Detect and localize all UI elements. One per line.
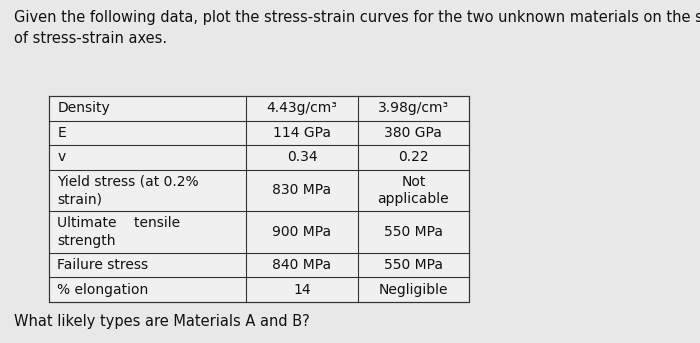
Text: Given the following data, plot the stress-strain curves for the two unknown mate: Given the following data, plot the stres… <box>14 10 700 46</box>
Text: E: E <box>57 126 66 140</box>
Text: 550 MPa: 550 MPa <box>384 258 443 272</box>
Text: v: v <box>57 150 66 164</box>
Text: Density: Density <box>57 101 110 115</box>
Bar <box>49 96 469 302</box>
Text: Yield stress (at 0.2%
strain): Yield stress (at 0.2% strain) <box>57 175 199 206</box>
Text: 380 GPa: 380 GPa <box>384 126 442 140</box>
Text: Failure stress: Failure stress <box>57 258 148 272</box>
Text: % elongation: % elongation <box>57 283 148 297</box>
Text: 4.43g/cm³: 4.43g/cm³ <box>267 101 337 115</box>
Text: 900 MPa: 900 MPa <box>272 225 332 239</box>
Text: 0.22: 0.22 <box>398 150 428 164</box>
Text: 3.98g/cm³: 3.98g/cm³ <box>378 101 449 115</box>
Text: Not
applicable: Not applicable <box>377 175 449 206</box>
Text: Negligible: Negligible <box>379 283 448 297</box>
Text: 550 MPa: 550 MPa <box>384 225 443 239</box>
Text: 830 MPa: 830 MPa <box>272 184 332 197</box>
Text: 14: 14 <box>293 283 311 297</box>
Text: 0.34: 0.34 <box>287 150 317 164</box>
Text: 840 MPa: 840 MPa <box>272 258 332 272</box>
Text: What likely types are Materials A and B?: What likely types are Materials A and B? <box>14 314 309 329</box>
Text: 114 GPa: 114 GPa <box>273 126 331 140</box>
Text: Ultimate    tensile
strength: Ultimate tensile strength <box>57 216 181 248</box>
